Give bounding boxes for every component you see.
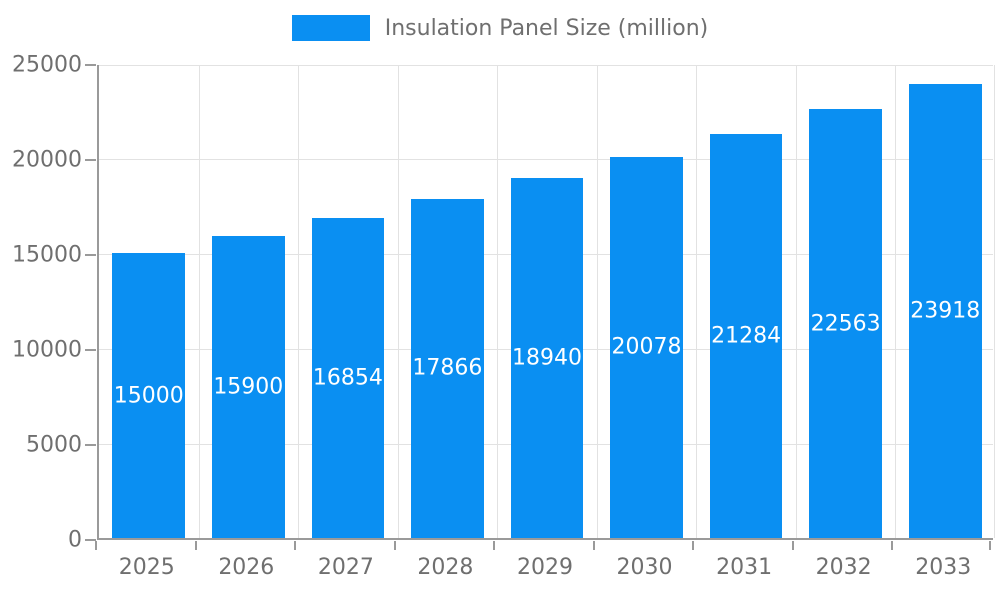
x-tick-label: 2025 [118, 555, 175, 580]
y-tick-mark [85, 254, 96, 256]
bar-value-label: 20078 [611, 334, 682, 360]
x-tick-label: 2028 [417, 555, 474, 580]
x-tick-mark [493, 541, 495, 550]
y-tick-label: 15000 [12, 242, 82, 268]
x-tick-mark [692, 541, 694, 550]
legend[interactable]: Insulation Panel Size (million) [0, 15, 1000, 41]
gridline-vertical [199, 65, 200, 538]
y-tick-label: 0 [68, 527, 82, 553]
bar-value-label: 17866 [412, 355, 483, 381]
bar: 15900 [211, 235, 285, 538]
x-tick-label: 2032 [815, 555, 872, 580]
y-tick-mark [85, 349, 96, 351]
x-tick-label: 2033 [915, 555, 972, 580]
gridline-vertical [696, 65, 697, 538]
bar-value-label: 23918 [910, 298, 981, 324]
y-tick-mark [85, 159, 96, 161]
bar: 22563 [809, 109, 882, 538]
x-tick-mark [195, 541, 197, 550]
gridline-horizontal [99, 159, 993, 160]
gridline-horizontal [99, 65, 993, 66]
bar: 18940 [510, 178, 584, 538]
x-tick-mark [989, 541, 991, 550]
plot-area: 15000 15900 16854 17866 18940 20078 21284 22563… [97, 65, 995, 540]
gridline-vertical [298, 65, 299, 538]
gridline-vertical [796, 65, 797, 538]
gridline-vertical [497, 65, 498, 538]
bar-value-label: 22563 [810, 311, 881, 337]
x-tick-mark [394, 541, 396, 550]
y-tick-label: 5000 [26, 432, 82, 458]
bar-value-label: 18940 [511, 345, 582, 371]
x-tick-mark [294, 541, 296, 550]
x-tick-mark [891, 541, 893, 550]
x-tick-label: 2031 [716, 555, 773, 580]
x-tick-label: 2029 [516, 555, 573, 580]
y-tick-mark [85, 64, 96, 66]
bar: 21284 [709, 133, 783, 538]
y-tick-mark [85, 444, 96, 446]
x-tick-label: 2026 [218, 555, 275, 580]
bar-value-label: 21284 [711, 323, 782, 349]
bar: 17866 [411, 198, 484, 538]
gridline-vertical [398, 65, 399, 538]
x-tick-mark [593, 541, 595, 550]
bar: 16854 [311, 217, 385, 538]
legend-label: Insulation Panel Size (million) [384, 15, 709, 41]
gridline-vertical [597, 65, 598, 538]
x-tick-label: 2027 [317, 555, 374, 580]
bar-value-label: 15000 [113, 383, 184, 408]
y-tick-label: 10000 [12, 337, 82, 363]
bar: 20078 [610, 156, 683, 538]
y-tick-mark [85, 539, 96, 541]
y-tick-label: 25000 [12, 52, 82, 78]
bar-value-label: 15900 [213, 374, 284, 400]
legend-swatch [291, 15, 370, 41]
bar: 15000 [112, 253, 186, 538]
y-tick-label: 20000 [12, 147, 82, 173]
x-tick-mark [95, 541, 97, 550]
bar: 23918 [908, 83, 982, 538]
bar-value-label: 16854 [312, 365, 383, 391]
gridline-vertical [895, 65, 896, 538]
gridline-vertical [994, 65, 995, 538]
x-tick-label: 2030 [616, 555, 673, 580]
x-tick-mark [792, 541, 794, 550]
